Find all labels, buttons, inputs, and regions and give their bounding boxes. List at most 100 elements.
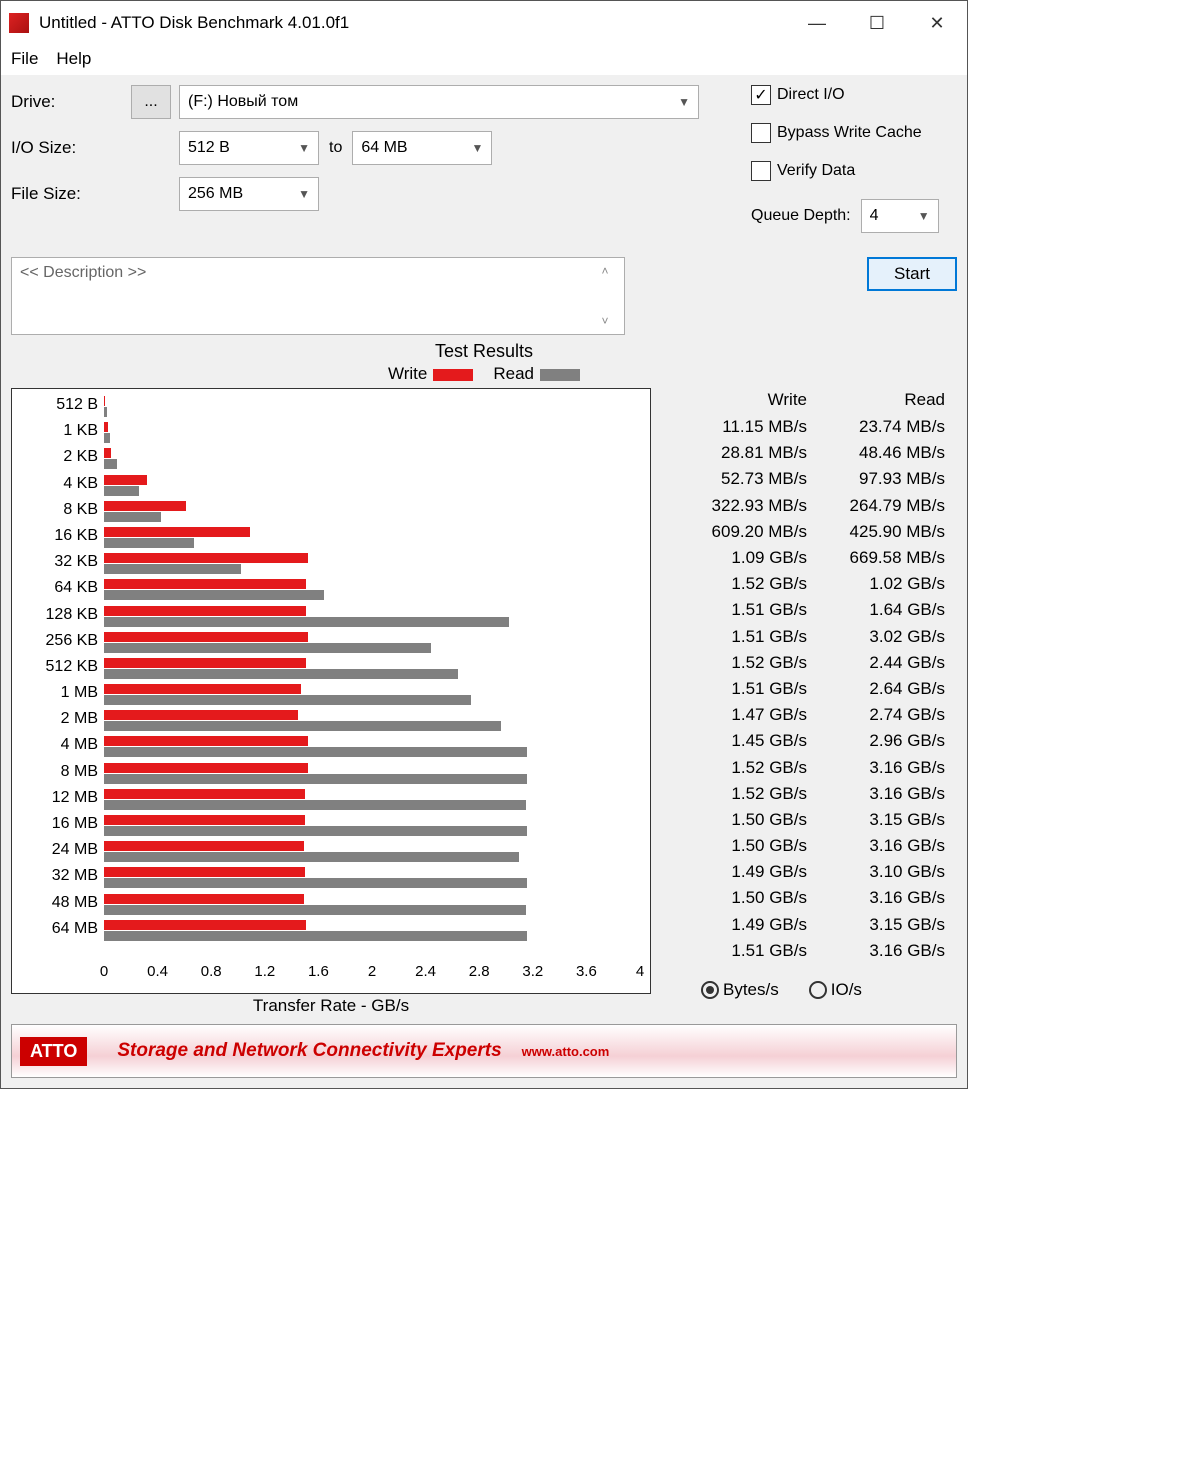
data-row: 322.93 MB/s264.79 MB/s bbox=[681, 493, 957, 519]
iosize-label: I/O Size: bbox=[11, 138, 131, 158]
bar-label: 24 MB bbox=[18, 841, 98, 859]
write-value: 1.52 GB/s bbox=[681, 653, 819, 673]
maximize-button[interactable]: ☐ bbox=[847, 1, 907, 45]
chevron-down-icon: ▼ bbox=[298, 141, 310, 155]
read-bar bbox=[104, 486, 139, 496]
bypass-checkbox[interactable] bbox=[751, 123, 771, 143]
col-write-header: Write bbox=[681, 390, 819, 410]
data-row: 1.09 GB/s669.58 MB/s bbox=[681, 545, 957, 571]
data-row: 1.52 GB/s2.44 GB/s bbox=[681, 650, 957, 676]
bar-label: 1 MB bbox=[18, 684, 98, 702]
bar-label: 2 MB bbox=[18, 710, 98, 728]
bar-label: 12 MB bbox=[18, 789, 98, 807]
read-value: 3.16 GB/s bbox=[819, 784, 957, 804]
bytes-radio[interactable]: Bytes/s bbox=[701, 980, 779, 1000]
browse-button[interactable]: ... bbox=[131, 85, 171, 119]
bar-label: 16 KB bbox=[18, 527, 98, 545]
write-bar bbox=[104, 841, 304, 851]
drive-select[interactable]: (F:) Новый том ▼ bbox=[179, 85, 699, 119]
iosize-from-value: 512 B bbox=[188, 139, 230, 157]
qdepth-value: 4 bbox=[870, 207, 879, 225]
data-row: 52.73 MB/s97.93 MB/s bbox=[681, 466, 957, 492]
write-bar bbox=[104, 579, 306, 589]
read-bar bbox=[104, 564, 241, 574]
scroll-arrows[interactable]: ˄˅ bbox=[594, 264, 616, 328]
write-value: 28.81 MB/s bbox=[681, 443, 819, 463]
read-value: 23.74 MB/s bbox=[819, 417, 957, 437]
minimize-button[interactable]: — bbox=[787, 1, 847, 45]
iosize-to-value: 64 MB bbox=[361, 139, 407, 157]
menubar: File Help bbox=[1, 45, 967, 75]
write-value: 1.52 GB/s bbox=[681, 574, 819, 594]
write-bar bbox=[104, 632, 308, 642]
bar-label: 64 KB bbox=[18, 579, 98, 597]
read-value: 2.74 GB/s bbox=[819, 705, 957, 725]
bar-label: 4 KB bbox=[18, 475, 98, 493]
iosize-from-select[interactable]: 512 B ▼ bbox=[179, 131, 319, 165]
read-bar bbox=[104, 459, 117, 469]
bar-label: 256 KB bbox=[18, 632, 98, 650]
banner-logo: ATTO bbox=[20, 1037, 87, 1066]
data-row: 1.49 GB/s3.10 GB/s bbox=[681, 859, 957, 885]
write-bar bbox=[104, 448, 111, 458]
write-bar bbox=[104, 736, 308, 746]
data-row: 1.50 GB/s3.16 GB/s bbox=[681, 885, 957, 911]
atto-banner[interactable]: ATTO Storage and Network Connectivity Ex… bbox=[11, 1024, 957, 1078]
col-read-header: Read bbox=[819, 390, 957, 410]
write-bar bbox=[104, 920, 306, 930]
bar-row: 2 MB bbox=[104, 707, 644, 733]
bar-label: 64 MB bbox=[18, 920, 98, 938]
to-label: to bbox=[329, 139, 342, 157]
write-value: 1.51 GB/s bbox=[681, 600, 819, 620]
bar-row: 4 MB bbox=[104, 733, 644, 759]
bar-row: 24 MB bbox=[104, 838, 644, 864]
verify-checkbox[interactable] bbox=[751, 161, 771, 181]
bar-row: 16 MB bbox=[104, 812, 644, 838]
legend: Write Read bbox=[11, 364, 957, 384]
write-value: 1.47 GB/s bbox=[681, 705, 819, 725]
read-value: 3.15 GB/s bbox=[819, 810, 957, 830]
bar-row: 256 KB bbox=[104, 629, 644, 655]
description-input[interactable]: << Description >> ˄˅ bbox=[11, 257, 625, 335]
write-bar bbox=[104, 658, 306, 668]
read-value: 669.58 MB/s bbox=[819, 548, 957, 568]
write-bar bbox=[104, 553, 308, 563]
window-title: Untitled - ATTO Disk Benchmark 4.01.0f1 bbox=[39, 13, 787, 33]
chevron-down-icon: ▼ bbox=[678, 95, 690, 109]
x-tick: 1.6 bbox=[308, 963, 329, 980]
read-bar bbox=[104, 852, 519, 862]
directio-checkbox[interactable]: ✓ bbox=[751, 85, 771, 105]
write-bar bbox=[104, 710, 298, 720]
write-value: 1.45 GB/s bbox=[681, 731, 819, 751]
data-row: 1.49 GB/s3.15 GB/s bbox=[681, 912, 957, 938]
data-row: 1.51 GB/s3.16 GB/s bbox=[681, 938, 957, 964]
read-bar bbox=[104, 826, 527, 836]
qdepth-select[interactable]: 4 ▼ bbox=[861, 199, 939, 233]
write-bar bbox=[104, 684, 301, 694]
bar-row: 512 B bbox=[104, 393, 644, 419]
start-button[interactable]: Start bbox=[867, 257, 957, 291]
description-placeholder: << Description >> bbox=[20, 264, 146, 328]
write-value: 11.15 MB/s bbox=[681, 417, 819, 437]
filesize-select[interactable]: 256 MB ▼ bbox=[179, 177, 319, 211]
write-value: 609.20 MB/s bbox=[681, 522, 819, 542]
bar-row: 48 MB bbox=[104, 891, 644, 917]
data-row: 1.51 GB/s1.64 GB/s bbox=[681, 597, 957, 623]
close-button[interactable]: ✕ bbox=[907, 1, 967, 45]
chevron-down-icon: ▼ bbox=[918, 209, 930, 223]
menu-help[interactable]: Help bbox=[56, 49, 91, 69]
menu-file[interactable]: File bbox=[11, 49, 38, 69]
read-bar bbox=[104, 905, 526, 915]
data-row: 1.45 GB/s2.96 GB/s bbox=[681, 728, 957, 754]
read-value: 2.96 GB/s bbox=[819, 731, 957, 751]
write-value: 1.52 GB/s bbox=[681, 758, 819, 778]
read-bar bbox=[104, 512, 161, 522]
write-value: 1.50 GB/s bbox=[681, 810, 819, 830]
bar-row: 32 MB bbox=[104, 864, 644, 890]
read-bar bbox=[104, 538, 194, 548]
bar-row: 8 MB bbox=[104, 760, 644, 786]
bar-label: 2 KB bbox=[18, 448, 98, 466]
x-axis-title: Transfer Rate - GB/s bbox=[11, 996, 651, 1016]
ios-radio[interactable]: IO/s bbox=[809, 980, 862, 1000]
iosize-to-select[interactable]: 64 MB ▼ bbox=[352, 131, 492, 165]
